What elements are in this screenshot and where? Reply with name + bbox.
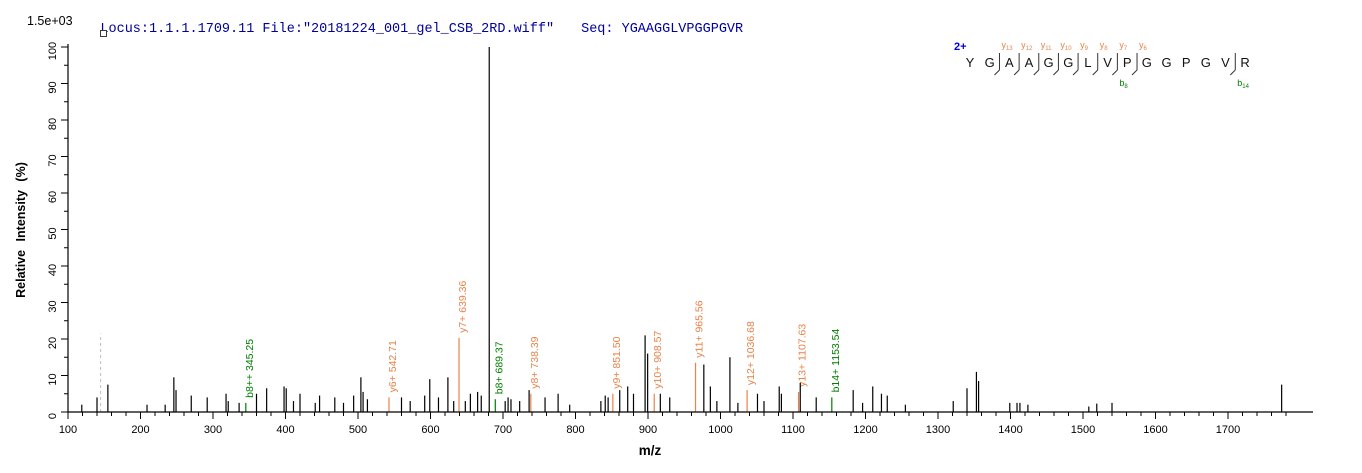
y-tick-label: 10: [47, 373, 59, 385]
axes: [67, 44, 1313, 413]
residue-letter: G: [1063, 55, 1073, 70]
residue-letter: G: [1044, 55, 1054, 70]
y-ion-label: y6: [1139, 40, 1148, 52]
peak-label: y10+ 908.57: [652, 330, 664, 388]
y-tick-label: 100: [47, 42, 59, 60]
x-tick-label: 600: [421, 424, 439, 436]
peaks: b8++ 345.25 y6+ 542.71 y7+ 639.36 b8+ 689.3…: [81, 47, 1283, 412]
fragment-divider-tick: [1072, 69, 1079, 76]
x-tick-label: 700: [494, 424, 512, 436]
y-ion-label: y8: [1100, 40, 1109, 52]
peak-label: y12+ 1036.68: [745, 321, 757, 385]
peak-label: y13+ 1107.63: [797, 324, 809, 387]
spectrum-header: Locus:1.1.1.1709.11 File:"20181224_001_g…: [68, 7, 743, 52]
y-tick-label: 30: [47, 300, 59, 312]
intensity-marker: [100, 30, 107, 37]
peak-label: y9+ 851.50: [611, 336, 623, 388]
fragment-divider-tick: [1053, 69, 1059, 76]
peak-label: y6+ 542.71: [387, 340, 399, 392]
fragment-divider-tick: [1131, 69, 1138, 76]
y-ion-label: y7: [1119, 40, 1128, 52]
fragment-divider-tick: [1013, 69, 1020, 76]
residue-letter: G: [1161, 55, 1171, 70]
b-ion-label: b14: [1237, 78, 1249, 90]
intensity-scale-label: 1.5e+03: [27, 14, 73, 28]
fragment-divider-tick: [1092, 69, 1099, 76]
b-ion-label: b8: [1119, 78, 1128, 90]
residue-letter: R: [1240, 55, 1249, 70]
peak-label: b8+ 689.37: [493, 341, 505, 394]
locus-file-label: Locus:1.1.1.1709.11 File:"20181224_001_g…: [100, 22, 555, 37]
y-tick-label: 80: [47, 118, 59, 130]
sequence-label: Seq: YGAAGGLVPGGPGVR: [581, 22, 744, 37]
x-tick-label: 1600: [1143, 424, 1167, 436]
x-tick-label: 500: [349, 424, 367, 436]
y-tick-label: 0: [47, 413, 59, 419]
residue-letter: V: [1221, 55, 1230, 70]
x-tick-label: 1700: [1216, 424, 1240, 436]
x-tick-label: 1300: [926, 424, 950, 436]
y-ion-label: y11: [1041, 40, 1052, 52]
residue-letter: G: [1142, 55, 1152, 70]
x-tick-label: 1100: [781, 424, 805, 436]
y-tick-label: 50: [47, 227, 59, 239]
y-ion-label: y13: [1001, 40, 1013, 52]
x-axis-title: m/z: [639, 443, 662, 458]
fragment-divider-tick: [1229, 69, 1236, 76]
x-tick-label: 1000: [708, 424, 732, 436]
y-ion-label: y10: [1060, 40, 1072, 52]
fragment-divider-tick: [1112, 69, 1118, 76]
residue-letter: P: [1123, 55, 1132, 70]
x-tick-label: 900: [639, 424, 657, 436]
x-tick-label: 1400: [998, 424, 1022, 436]
fragment-divider-tick: [994, 69, 1000, 76]
x-tick-label: 1500: [1071, 424, 1095, 436]
residue-letter: A: [1005, 55, 1014, 70]
peak-label: b14+ 1153.54: [830, 328, 842, 392]
residue-letter: A: [1025, 55, 1034, 70]
x-tick-label: 200: [131, 424, 149, 436]
fragment-divider-tick: [1033, 69, 1040, 76]
residue-letter: P: [1182, 55, 1191, 70]
y-ion-label: y9: [1080, 40, 1089, 52]
y-axis-title: Relative Intensity (%): [14, 162, 28, 298]
x-tick-label: 400: [276, 424, 294, 436]
x-tick-label: 800: [566, 424, 584, 436]
peak-label: y11+ 965.56: [694, 300, 706, 357]
residue-letter: G: [985, 55, 995, 70]
residue-letter: Y: [966, 55, 975, 70]
y-tick-label: 40: [47, 264, 59, 276]
y-tick-label: 70: [47, 154, 59, 166]
precursor-charge-label: 2+: [954, 41, 967, 53]
y-tick-label: 60: [47, 191, 59, 203]
residue-letter: G: [1201, 55, 1211, 70]
x-tick-label: 100: [59, 424, 77, 436]
residue-letter: L: [1084, 55, 1091, 70]
x-tick-label: 1200: [853, 424, 877, 436]
x-ticks: 100 200 300 400 500 600 700 800 900 1000 1100 1200 1…: [59, 412, 1287, 436]
y-tick-label: 90: [47, 81, 59, 93]
peak-label: y7+ 639.36: [457, 280, 469, 332]
peak-label: y8+ 738.39: [529, 336, 541, 388]
peak-label: b8++ 345.25: [244, 339, 256, 398]
y-tick-label: 20: [47, 337, 59, 349]
x-tick-label: 300: [204, 424, 222, 436]
y-ion-label: y12: [1021, 40, 1033, 52]
y-ticks: 0 10 20 30 40 50 60 70 80 90 100: [47, 42, 68, 419]
residue-letter: V: [1103, 55, 1112, 70]
